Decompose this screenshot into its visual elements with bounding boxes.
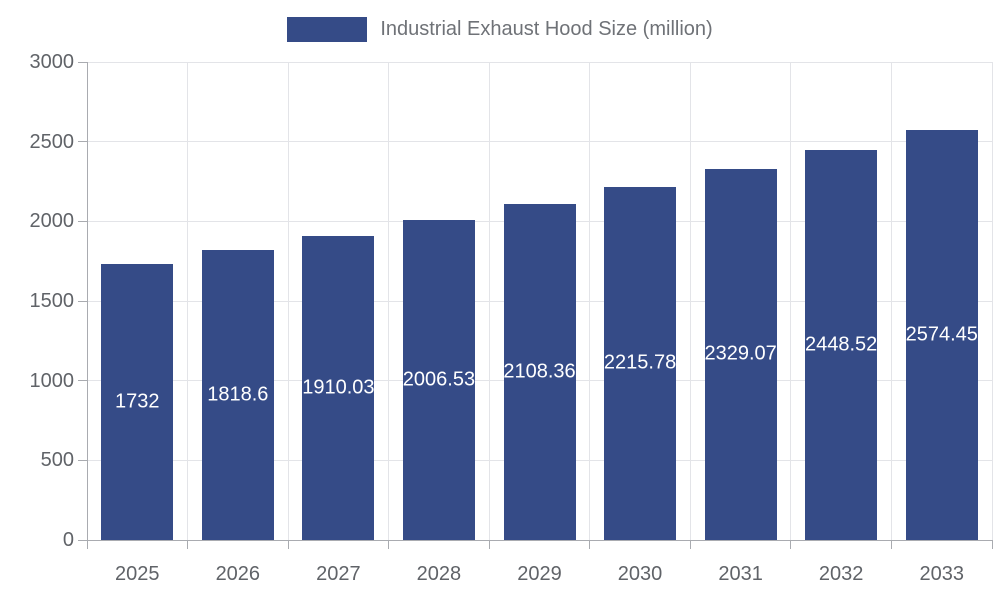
y-axis-tick-label: 2500 [29,130,75,153]
x-axis-tick [388,540,390,549]
y-axis-tick-label: 1000 [29,369,75,392]
x-axis-tick [86,540,88,549]
x-axis-tick-label: 2032 [818,563,864,585]
bar: 2329.07 [704,168,777,540]
gridline-vertical [287,62,289,540]
x-axis-tick-label: 2026 [215,563,261,585]
gridline-horizontal [87,141,992,143]
x-axis-tick-label: 2025 [115,563,160,585]
x-axis-tick-label: 2029 [517,563,562,585]
legend-label: Industrial Exhaust Hood Size (million) [380,18,713,40]
bar: 1732 [101,264,174,540]
y-axis-tick [78,61,87,63]
x-axis-tick-label: 2033 [919,563,964,585]
bar-value-label: 2448.52 [805,333,878,356]
gridline-vertical [589,62,591,540]
x-axis-tick [488,540,490,549]
bar: 2448.52 [805,149,878,540]
bar-value-label: 1732 [115,390,160,413]
x-axis-tick [589,540,591,549]
gridline-vertical [790,62,792,540]
x-axis-tick-label: 2030 [617,563,663,585]
bar-value-label: 2006.53 [402,368,475,391]
gridline-vertical [689,62,691,540]
x-axis-tick [187,540,189,549]
y-axis-tick-label: 2000 [29,210,75,233]
legend: Industrial Exhaust Hood Size (million) [0,17,1000,42]
x-axis-tick-label: 2027 [316,563,361,585]
x-axis-tick-label: 2031 [718,563,763,585]
x-axis-tick [890,540,892,549]
bar-value-label: 2574.45 [905,323,978,346]
x-axis-tick [287,540,289,549]
x-axis-tick [689,540,691,549]
y-axis-tick-label: 0 [62,529,74,551]
y-axis-tick [78,459,87,461]
gridline-horizontal [87,61,992,63]
y-axis-tick [78,380,87,382]
bar: 2215.78 [604,186,677,540]
bar: 2108.36 [503,204,576,540]
x-axis-tick [790,540,792,549]
bar-value-label: 1910.03 [302,376,375,399]
y-axis-tick-label: 1500 [29,290,75,312]
gridline-vertical [187,62,189,540]
gridline-vertical [890,62,892,540]
x-axis-line [87,539,993,541]
y-axis-tick [78,220,87,222]
legend-swatch [287,17,368,42]
bar: 2574.45 [905,129,978,540]
gridline-vertical [991,62,993,540]
bar-value-label: 2329.07 [704,342,777,365]
bar-value-label: 2215.78 [604,351,677,374]
x-axis-tick [991,540,993,549]
y-axis-tick-label: 500 [40,449,74,472]
y-axis-tick-label: 3000 [29,51,75,73]
bar-value-label: 1818.6 [207,383,269,406]
x-axis-tick-label: 2028 [416,563,462,585]
gridline-vertical [488,62,490,540]
y-axis-tick [78,539,87,541]
y-axis-tick [78,300,87,302]
gridline-vertical [388,62,390,540]
bar-value-label: 2108.36 [503,360,576,383]
y-axis-line [86,62,88,540]
bar: 1818.6 [201,250,274,540]
y-axis-tick [78,141,87,143]
bar: 2006.53 [402,220,475,540]
bar: 1910.03 [302,235,375,540]
legend-item[interactable]: Industrial Exhaust Hood Size (million) [287,17,713,42]
